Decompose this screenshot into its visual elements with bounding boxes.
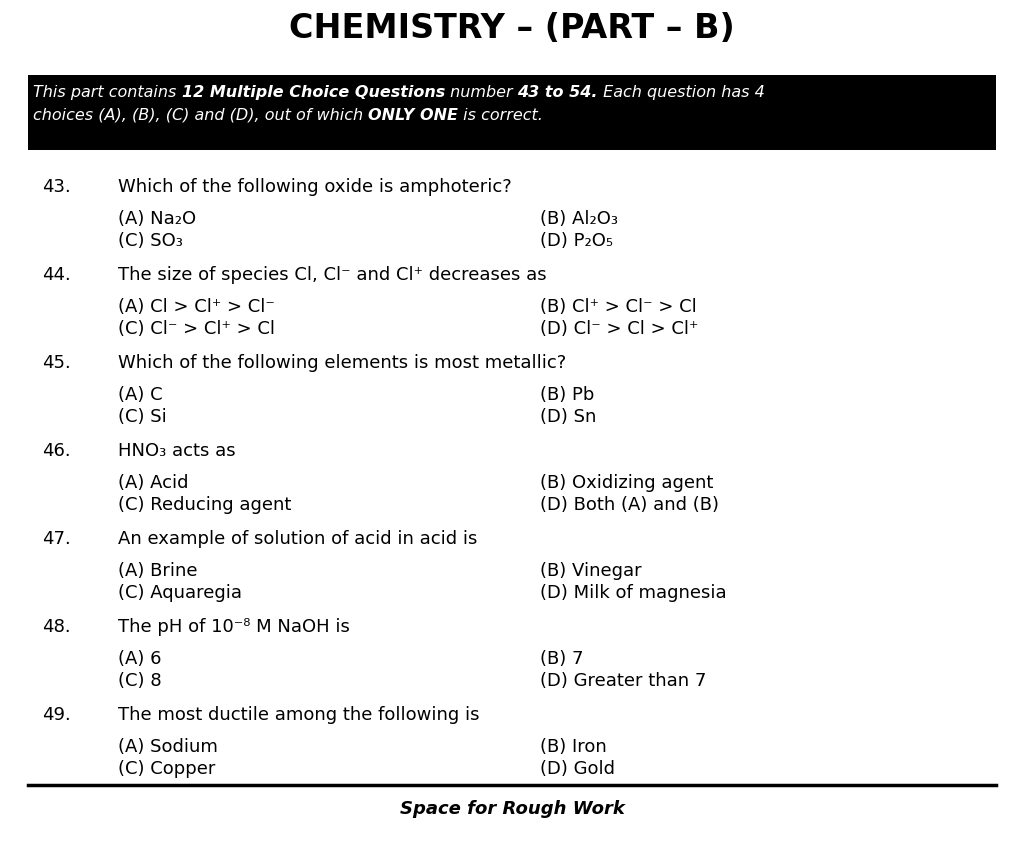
Text: (B) 7: (B) 7 <box>540 650 584 668</box>
Text: Space for Rough Work: Space for Rough Work <box>399 800 625 818</box>
Text: (D) Cl⁻ > Cl > Cl⁺: (D) Cl⁻ > Cl > Cl⁺ <box>540 320 698 338</box>
Text: CHEMISTRY – (PART – B): CHEMISTRY – (PART – B) <box>289 12 735 45</box>
Text: is correct.: is correct. <box>458 108 543 123</box>
Bar <box>28 75 996 150</box>
Text: (B) Iron: (B) Iron <box>540 738 607 756</box>
Text: 48.: 48. <box>42 618 71 636</box>
Text: 43.: 43. <box>42 178 71 196</box>
Text: Which of the following elements is most metallic?: Which of the following elements is most … <box>118 354 566 372</box>
Text: (D) Gold: (D) Gold <box>540 760 615 778</box>
Text: 46.: 46. <box>42 442 71 460</box>
Text: (A) Cl > Cl⁺ > Cl⁻: (A) Cl > Cl⁺ > Cl⁻ <box>118 298 274 316</box>
Text: (D) Both (A) and (B): (D) Both (A) and (B) <box>540 496 719 514</box>
Text: (B) Cl⁺ > Cl⁻ > Cl: (B) Cl⁺ > Cl⁻ > Cl <box>540 298 696 316</box>
Text: (A) Sodium: (A) Sodium <box>118 738 218 756</box>
Text: (C) Copper: (C) Copper <box>118 760 215 778</box>
Text: The pH of 10⁻⁸ M NaOH is: The pH of 10⁻⁸ M NaOH is <box>118 618 350 636</box>
Text: (B) Oxidizing agent: (B) Oxidizing agent <box>540 474 714 492</box>
Text: The size of species Cl, Cl⁻ and Cl⁺ decreases as: The size of species Cl, Cl⁻ and Cl⁺ decr… <box>118 266 547 284</box>
Text: (D) Sn: (D) Sn <box>540 408 596 426</box>
Text: 43 to 54.: 43 to 54. <box>517 85 598 100</box>
Text: HNO₃ acts as: HNO₃ acts as <box>118 442 236 460</box>
Text: (A) Brine: (A) Brine <box>118 562 198 580</box>
Text: (B) Al₂O₃: (B) Al₂O₃ <box>540 210 618 228</box>
Text: Which of the following oxide is amphoteric?: Which of the following oxide is amphoter… <box>118 178 512 196</box>
Text: 44.: 44. <box>42 266 71 284</box>
Text: (A) Acid: (A) Acid <box>118 474 188 492</box>
Text: (C) Aquaregia: (C) Aquaregia <box>118 584 242 602</box>
Text: (A) C: (A) C <box>118 386 163 404</box>
Text: Each question has 4: Each question has 4 <box>598 85 765 100</box>
Text: (C) Si: (C) Si <box>118 408 167 426</box>
Text: (D) Milk of magnesia: (D) Milk of magnesia <box>540 584 727 602</box>
Text: (D) P₂O₅: (D) P₂O₅ <box>540 232 613 250</box>
Text: This part contains: This part contains <box>33 85 181 100</box>
Text: An example of solution of acid in acid is: An example of solution of acid in acid i… <box>118 530 477 548</box>
Text: (B) Vinegar: (B) Vinegar <box>540 562 642 580</box>
Text: (C) Reducing agent: (C) Reducing agent <box>118 496 292 514</box>
Text: The most ductile among the following is: The most ductile among the following is <box>118 706 479 724</box>
Text: (C) 8: (C) 8 <box>118 672 162 690</box>
Text: 12 Multiple Choice Questions: 12 Multiple Choice Questions <box>181 85 444 100</box>
Text: (A) 6: (A) 6 <box>118 650 162 668</box>
Text: (B) Pb: (B) Pb <box>540 386 594 404</box>
Text: (C) Cl⁻ > Cl⁺ > Cl: (C) Cl⁻ > Cl⁺ > Cl <box>118 320 275 338</box>
Text: choices (A), (B), (C) and (D), out of which: choices (A), (B), (C) and (D), out of wh… <box>33 108 369 123</box>
Text: 45.: 45. <box>42 354 71 372</box>
Text: (A) Na₂O: (A) Na₂O <box>118 210 197 228</box>
Text: 47.: 47. <box>42 530 71 548</box>
Text: (D) Greater than 7: (D) Greater than 7 <box>540 672 707 690</box>
Text: number: number <box>444 85 517 100</box>
Text: (C) SO₃: (C) SO₃ <box>118 232 183 250</box>
Text: 49.: 49. <box>42 706 71 724</box>
Text: ONLY ONE: ONLY ONE <box>369 108 458 123</box>
